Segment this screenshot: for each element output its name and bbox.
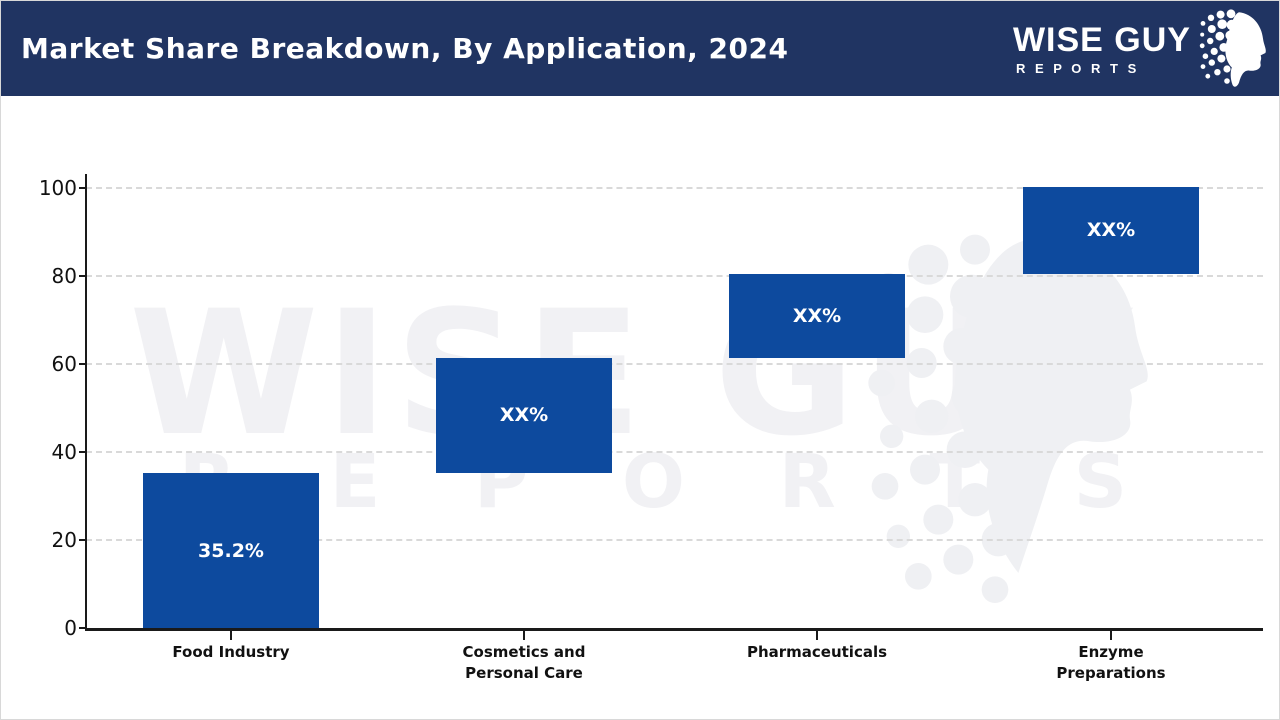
- y-tick-label: 20: [51, 528, 77, 552]
- chart-title: Market Share Breakdown, By Application, …: [21, 32, 789, 65]
- y-tick-mark: [79, 627, 86, 629]
- y-tick-label: 40: [51, 440, 77, 464]
- y-tick-mark: [79, 539, 86, 541]
- logo-face-icon: [1199, 8, 1266, 87]
- bar-value-label: XX%: [1086, 219, 1136, 242]
- x-category-label: Food Industry: [172, 643, 290, 661]
- bar-segment: XX%: [1023, 187, 1199, 274]
- header-bar: Market Share Breakdown, By Application, …: [1, 1, 1279, 96]
- x-tick-mark: [230, 631, 232, 640]
- y-tick-label: 60: [51, 352, 77, 376]
- x-axis-spine: [85, 628, 1263, 631]
- x-tick-mark: [1110, 631, 1112, 640]
- logo-subtext: R E P O R T S: [1015, 61, 1140, 76]
- y-gridline: [86, 275, 1263, 277]
- bar-value-label: XX%: [499, 404, 549, 427]
- x-category-label: Pharmaceuticals: [746, 643, 888, 661]
- y-gridline: [86, 363, 1263, 365]
- y-tick-mark: [79, 363, 86, 365]
- y-gridline: [86, 187, 1263, 189]
- bar-value-label: 35.2%: [198, 539, 264, 562]
- x-category-label: Cosmetics and Personal Care: [462, 643, 586, 682]
- logo-wordmark: WISE GUY: [1012, 21, 1191, 59]
- bar-segment: XX%: [729, 273, 905, 358]
- bar-segment: 35.2%: [143, 473, 319, 628]
- y-tick-label: 100: [38, 176, 77, 200]
- x-tick-mark: [816, 631, 818, 640]
- y-tick-mark: [79, 451, 86, 453]
- y-tick-label: 0: [64, 616, 77, 640]
- wiseguy-logo: WISE GUY R E P O R T S: [1013, 8, 1267, 90]
- x-category-label: Enzyme Preparations: [1056, 643, 1166, 682]
- y-tick-mark: [79, 275, 86, 277]
- y-tick-label: 80: [51, 264, 77, 288]
- y-gridline: [86, 539, 1263, 541]
- logo-text: WISE GUY R E P O R T S: [1013, 21, 1191, 76]
- y-tick-mark: [79, 187, 86, 189]
- x-tick-mark: [523, 631, 525, 640]
- y-axis-spine: [85, 174, 87, 630]
- y-gridline: [86, 451, 1263, 453]
- bar-segment: XX%: [436, 357, 612, 474]
- bar-value-label: XX%: [792, 304, 842, 327]
